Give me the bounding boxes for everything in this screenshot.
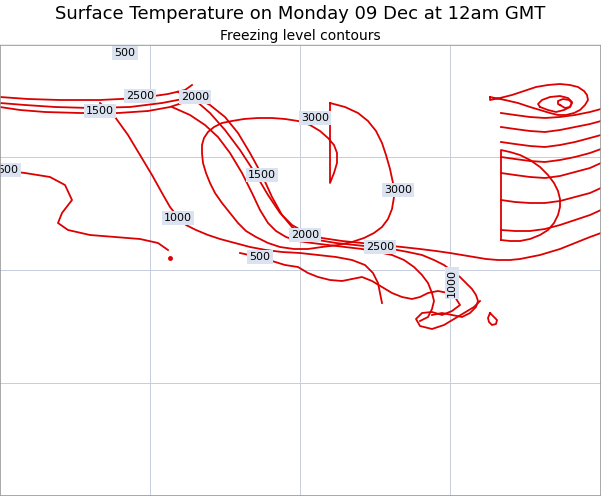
Text: 2000: 2000 xyxy=(291,230,319,240)
Text: 500: 500 xyxy=(0,165,19,175)
Text: 2500: 2500 xyxy=(126,91,154,101)
Text: 1000: 1000 xyxy=(447,269,457,297)
Text: 2000: 2000 xyxy=(181,92,209,102)
Text: Surface Temperature on Monday 09 Dec at 12am GMT: Surface Temperature on Monday 09 Dec at … xyxy=(55,5,546,23)
Text: 2500: 2500 xyxy=(366,242,394,252)
Text: 1000: 1000 xyxy=(164,213,192,223)
Text: Freezing level contours: Freezing level contours xyxy=(220,29,381,43)
Text: 500: 500 xyxy=(115,48,135,58)
Text: 500: 500 xyxy=(249,252,270,262)
Text: 1500: 1500 xyxy=(248,170,276,180)
Text: 1500: 1500 xyxy=(86,106,114,116)
Text: 3000: 3000 xyxy=(301,113,329,123)
Text: 3000: 3000 xyxy=(384,185,412,195)
